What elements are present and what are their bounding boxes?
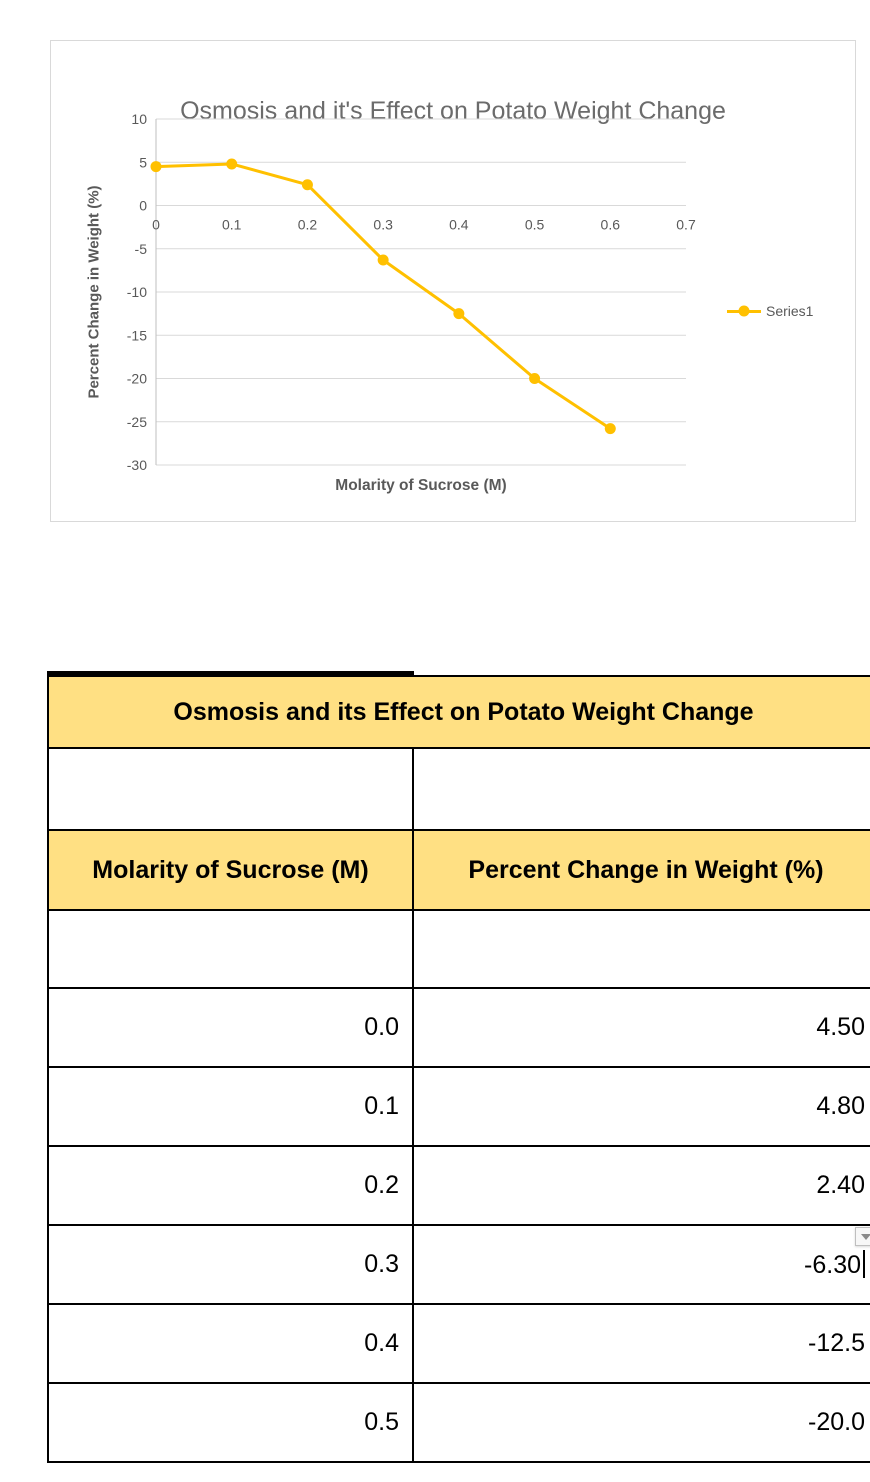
chart-legend[interactable]: Series1 (727, 303, 813, 319)
molarity-cell[interactable]: 0.1 (47, 1066, 414, 1147)
cell-value: 0.1 (364, 1092, 399, 1120)
svg-text:0.4: 0.4 (449, 217, 469, 233)
empty-row (47, 909, 870, 989)
svg-text:0.7: 0.7 (676, 217, 696, 233)
percent-cell[interactable]: -6.30 (412, 1224, 870, 1305)
table-top-border (47, 671, 414, 675)
svg-text:-25: -25 (127, 414, 147, 430)
svg-text:0.5: 0.5 (525, 217, 545, 233)
cell-value: 0.4 (364, 1329, 399, 1357)
table-row: 0.4 -12.5 (47, 1303, 870, 1384)
svg-text:0: 0 (139, 198, 147, 214)
autofill-dropdown-icon[interactable] (855, 1227, 870, 1246)
col-header-molarity: Molarity of Sucrose (M) (47, 829, 414, 911)
svg-text:-15: -15 (127, 327, 147, 343)
cell-value: 0.3 (364, 1250, 399, 1278)
svg-text:0.3: 0.3 (373, 217, 393, 233)
molarity-cell[interactable]: 0.4 (47, 1303, 414, 1384)
empty-cell[interactable] (412, 909, 870, 989)
empty-row (47, 747, 870, 831)
chart-object[interactable]: Osmosis and it's Effect on Potato Weight… (50, 40, 856, 522)
cell-value: -12.5 (808, 1329, 865, 1357)
table-row: 0.5 -20.0 (47, 1382, 870, 1463)
percent-cell[interactable]: 4.80 (412, 1066, 870, 1147)
molarity-cell[interactable]: 0.2 (47, 1145, 414, 1226)
molarity-cell[interactable]: 0.5 (47, 1382, 414, 1463)
table-body: 0.0 4.50 0.1 4.80 0.2 2.40 0.3 -6.30 0.4 -12.5 0.5… (47, 987, 870, 1463)
cell-value: 4.50 (816, 1013, 865, 1041)
svg-text:-5: -5 (135, 241, 148, 257)
empty-cell[interactable] (47, 909, 414, 989)
svg-text:0.6: 0.6 (601, 217, 621, 233)
table-row: 0.2 2.40 (47, 1145, 870, 1226)
svg-text:0.1: 0.1 (222, 217, 242, 233)
data-table: Osmosis and its Effect on Potato Weight … (47, 675, 870, 1463)
percent-cell[interactable]: 2.40 (412, 1145, 870, 1226)
chart-title: Osmosis and it's Effect on Potato Weight… (180, 97, 726, 125)
cell-value: 0.2 (364, 1171, 399, 1199)
chevron-down-icon (861, 1233, 870, 1240)
svg-text:-10: -10 (127, 284, 147, 300)
percent-cell[interactable]: 4.50 (412, 987, 870, 1068)
cell-value: -6.30 (804, 1250, 861, 1279)
legend-marker-icon (727, 309, 761, 313)
chart-y-axis-title: Percent Change in Weight (%) (85, 185, 103, 399)
empty-cell[interactable] (412, 747, 870, 831)
table-title: Osmosis and its Effect on Potato Weight … (47, 675, 870, 749)
svg-text:0.2: 0.2 (298, 217, 318, 233)
col-header-percent: Percent Change in Weight (%) (412, 829, 870, 911)
empty-cell[interactable] (47, 747, 414, 831)
molarity-cell[interactable]: 0.3 (47, 1224, 414, 1305)
svg-text:-30: -30 (127, 457, 147, 473)
table-row: 0.3 -6.30 (47, 1224, 870, 1305)
molarity-cell[interactable]: 0.0 (47, 987, 414, 1068)
cell-value: 2.40 (816, 1171, 865, 1199)
percent-cell[interactable]: -20.0 (412, 1382, 870, 1463)
svg-text:-20: -20 (127, 371, 147, 387)
svg-text:0: 0 (152, 217, 160, 233)
cell-value: -20.0 (808, 1408, 865, 1436)
legend-label: Series1 (766, 303, 814, 319)
svg-text:5: 5 (139, 154, 147, 170)
table-row: 0.0 4.50 (47, 987, 870, 1068)
table-row: 0.1 4.80 (47, 1066, 870, 1147)
cell-value: 4.80 (816, 1092, 865, 1120)
text-cursor (863, 1249, 865, 1278)
chart-x-axis-title: Molarity of Sucrose (M) (335, 477, 507, 494)
svg-text:10: 10 (131, 111, 147, 127)
table-title-row: Osmosis and its Effect on Potato Weight … (47, 675, 870, 749)
table-header-row: Molarity of Sucrose (M) Percent Change i… (47, 829, 870, 911)
percent-cell[interactable]: -12.5 (412, 1303, 870, 1384)
cell-value: 0.0 (364, 1013, 399, 1041)
cell-value: 0.5 (364, 1408, 399, 1436)
